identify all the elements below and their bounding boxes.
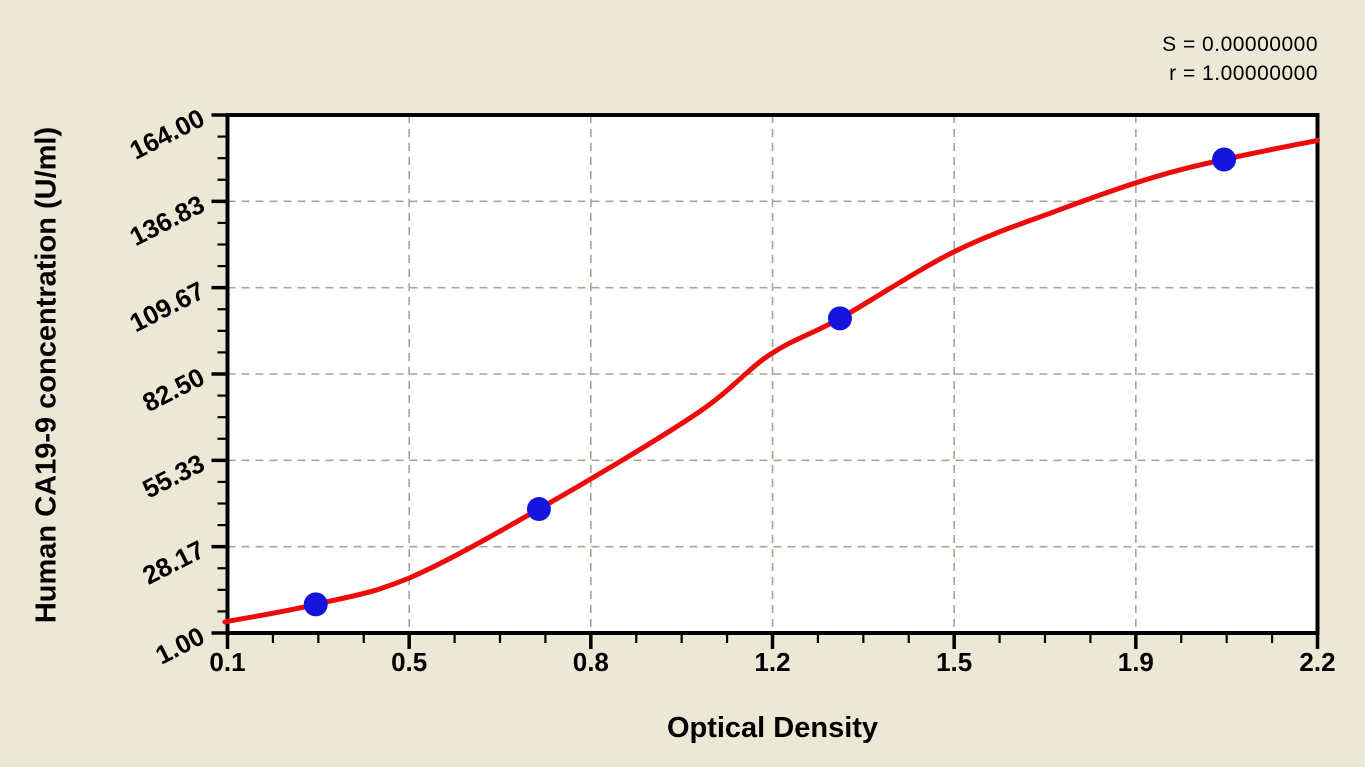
y-tick-label: 55.33 xyxy=(138,448,210,504)
x-tick-label: 0.5 xyxy=(391,647,427,677)
data-point xyxy=(303,592,328,617)
y-tick-label: 164.00 xyxy=(125,103,209,166)
x-tick-label: 0.8 xyxy=(573,647,609,677)
fit-statistics: S = 0.00000000 r = 1.00000000 xyxy=(1162,30,1318,88)
y-tick-label: 1.00 xyxy=(151,621,210,671)
s-value-label: S = 0.00000000 xyxy=(1162,33,1318,56)
data-point xyxy=(526,497,551,522)
y-tick-label: 109.67 xyxy=(125,275,209,338)
x-tick-label: 2.2 xyxy=(1299,647,1335,677)
x-tick-label: 1.9 xyxy=(1118,647,1154,677)
y-tick-label: 28.17 xyxy=(138,534,210,590)
x-tick-label: 1.5 xyxy=(936,647,972,677)
data-point xyxy=(827,306,852,331)
r-value-label: r = 1.00000000 xyxy=(1169,62,1318,85)
data-point xyxy=(1212,147,1237,172)
y-tick-label: 82.50 xyxy=(138,362,210,418)
fit-curve xyxy=(222,137,1320,625)
y-tick-label: 136.83 xyxy=(125,189,209,252)
x-tick-label: 1.2 xyxy=(754,647,790,677)
x-tick-label: 0.1 xyxy=(209,647,245,677)
x-axis-title: Optical Density xyxy=(666,712,879,744)
